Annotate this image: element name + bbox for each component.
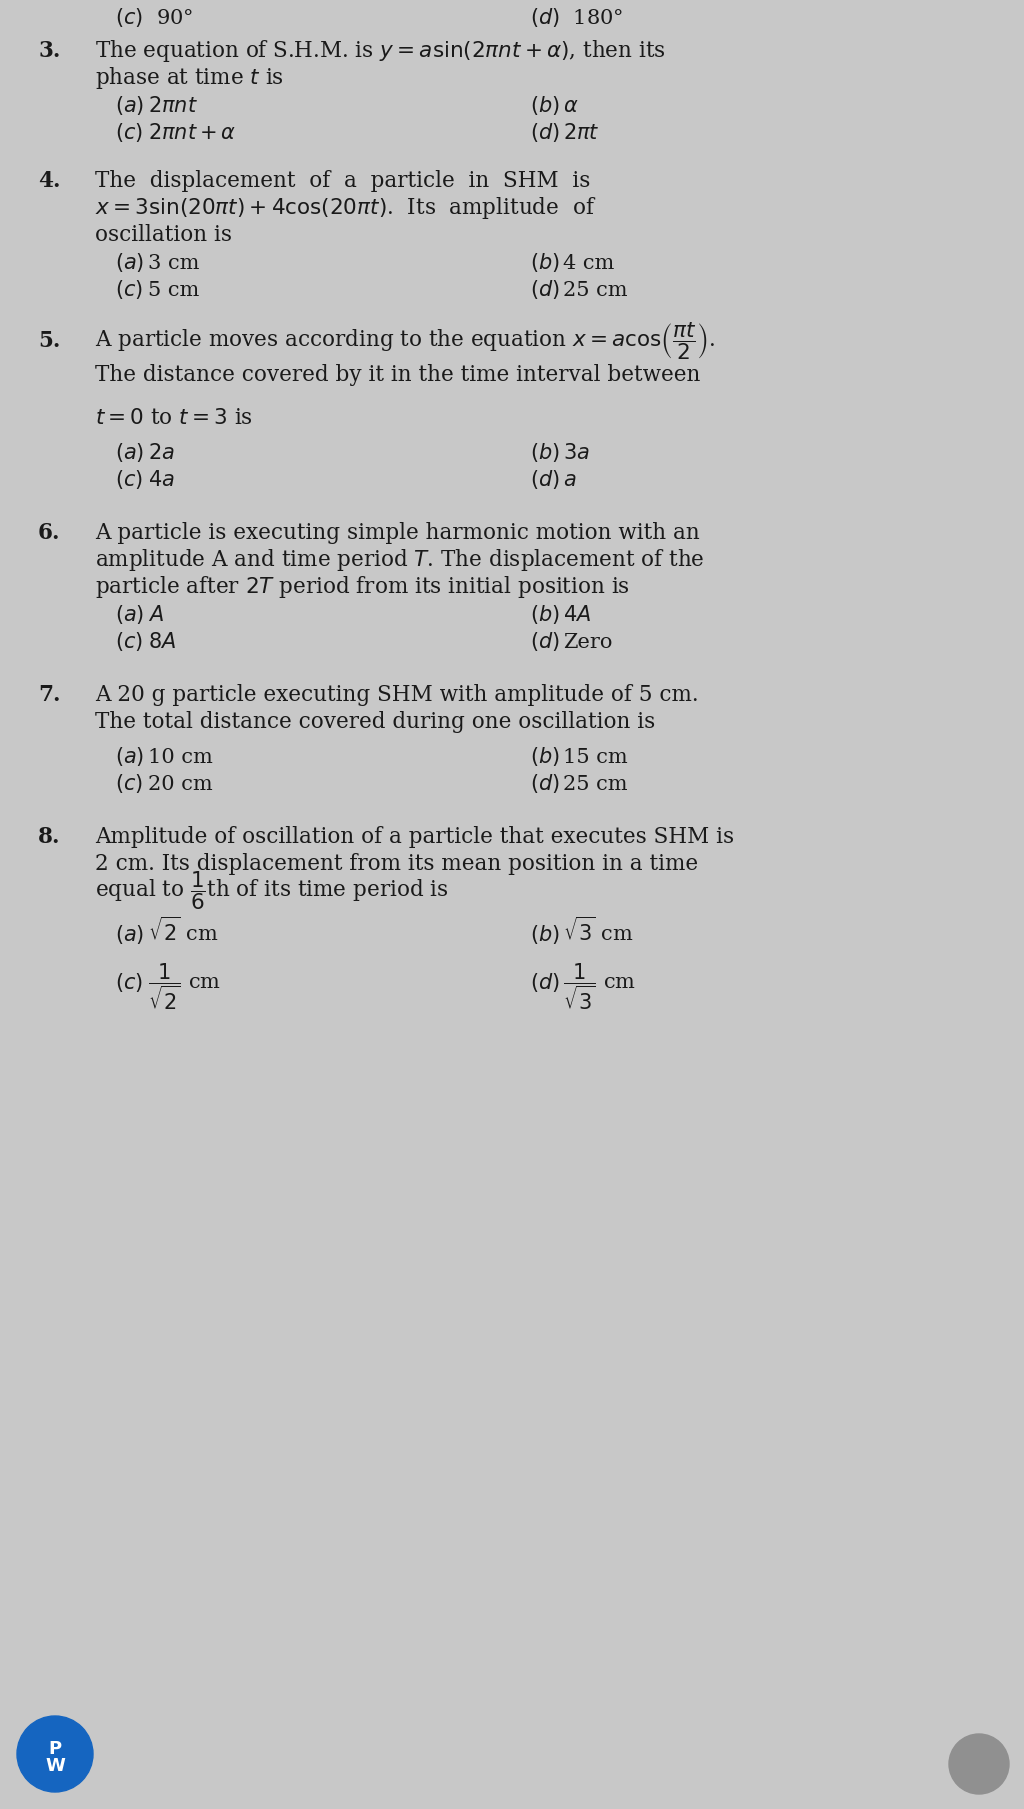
Text: The distance covered by it in the time interval between: The distance covered by it in the time i… [95, 364, 700, 385]
Text: oscillation is: oscillation is [95, 224, 232, 246]
Text: equal to $\dfrac{1}{6}$th of its time period is: equal to $\dfrac{1}{6}$th of its time pe… [95, 870, 449, 912]
Text: $\sqrt{2}$ cm: $\sqrt{2}$ cm [148, 917, 218, 944]
Text: $(d)$  180°: $(d)$ 180° [530, 5, 624, 29]
Text: $4a$: $4a$ [148, 470, 175, 490]
Text: $(a)$: $(a)$ [115, 441, 144, 463]
Text: 5.: 5. [38, 329, 60, 353]
Text: $(b)$: $(b)$ [530, 251, 560, 273]
Text: $2\pi nt + \alpha$: $2\pi nt + \alpha$ [148, 123, 237, 143]
Text: $(b)$: $(b)$ [530, 94, 560, 118]
Text: $(a)$: $(a)$ [115, 602, 144, 626]
Text: $\dfrac{1}{\sqrt{3}}$ cm: $\dfrac{1}{\sqrt{3}}$ cm [563, 961, 636, 1013]
Text: 3 cm: 3 cm [148, 253, 200, 273]
Text: A particle moves according to the equation $x = a\cos\!\left(\dfrac{\pi t}{2}\ri: A particle moves according to the equati… [95, 320, 715, 362]
Text: $3a$: $3a$ [563, 443, 590, 463]
Text: 25 cm: 25 cm [563, 280, 628, 300]
Text: 20 cm: 20 cm [148, 774, 213, 794]
Text: $\alpha$: $\alpha$ [563, 98, 579, 116]
Text: 25 cm: 25 cm [563, 774, 628, 794]
Text: amplitude A and time period $T$. The displacement of the: amplitude A and time period $T$. The dis… [95, 546, 705, 573]
Text: 4 cm: 4 cm [563, 253, 614, 273]
Text: Amplitude of oscillation of a particle that executes SHM is: Amplitude of oscillation of a particle t… [95, 827, 734, 848]
Text: $(b)$: $(b)$ [530, 923, 560, 946]
Text: 15 cm: 15 cm [563, 747, 628, 767]
Text: phase at time $t$ is: phase at time $t$ is [95, 65, 284, 90]
Circle shape [949, 1735, 1009, 1795]
Text: $\sqrt{3}$ cm: $\sqrt{3}$ cm [563, 917, 634, 944]
Text: 7.: 7. [38, 684, 60, 706]
Text: 10 cm: 10 cm [148, 747, 213, 767]
Text: $(d)$: $(d)$ [530, 772, 560, 794]
Text: $(c)$: $(c)$ [115, 279, 143, 300]
Text: $(a)$: $(a)$ [115, 251, 144, 273]
Text: The  displacement  of  a  particle  in  SHM  is: The displacement of a particle in SHM is [95, 170, 591, 192]
Text: P: P [48, 1740, 61, 1758]
Text: 2 cm. Its displacement from its mean position in a time: 2 cm. Its displacement from its mean pos… [95, 854, 698, 876]
Text: particle after $2T$ period from its initial position is: particle after $2T$ period from its init… [95, 573, 630, 601]
Text: $t = 0$ to $t = 3$ is: $t = 0$ to $t = 3$ is [95, 407, 253, 429]
Text: A 20 g particle executing SHM with amplitude of 5 cm.: A 20 g particle executing SHM with ampli… [95, 684, 698, 706]
Text: $a$: $a$ [563, 470, 577, 490]
Text: $(a)$: $(a)$ [115, 923, 144, 946]
Circle shape [17, 1717, 93, 1793]
Text: $(b)$: $(b)$ [530, 441, 560, 463]
Text: 6.: 6. [38, 523, 60, 545]
Text: The equation of S.H.M. is $y = a \sin (2\pi nt + \alpha)$, then its: The equation of S.H.M. is $y = a \sin (2… [95, 38, 666, 63]
Text: The total distance covered during one oscillation is: The total distance covered during one os… [95, 711, 655, 733]
Text: W: W [45, 1757, 65, 1775]
Text: $(b)$: $(b)$ [530, 745, 560, 769]
Text: $8A$: $8A$ [148, 631, 176, 651]
Text: $(d)$: $(d)$ [530, 469, 560, 490]
Text: $(d)$: $(d)$ [530, 971, 560, 993]
Text: $(c)$: $(c)$ [115, 971, 143, 993]
Text: 4.: 4. [38, 170, 60, 192]
Text: $(a)$: $(a)$ [115, 94, 144, 118]
Text: $(c)$  90°: $(c)$ 90° [115, 5, 194, 29]
Text: $(c)$: $(c)$ [115, 772, 143, 794]
Text: 5 cm: 5 cm [148, 280, 200, 300]
Text: $(a)$: $(a)$ [115, 745, 144, 769]
Text: $(c)$: $(c)$ [115, 469, 143, 490]
Text: $x = 3\sin(20\pi t)+4\cos(20\pi t)$.  Its  amplitude  of: $x = 3\sin(20\pi t)+4\cos(20\pi t)$. Its… [95, 195, 596, 221]
Text: $(d)$: $(d)$ [530, 279, 560, 300]
Text: $(c)$: $(c)$ [115, 121, 143, 145]
Text: $\dfrac{1}{\sqrt{2}}$ cm: $\dfrac{1}{\sqrt{2}}$ cm [148, 961, 221, 1013]
Text: A particle is executing simple harmonic motion with an: A particle is executing simple harmonic … [95, 523, 699, 545]
Text: $(c)$: $(c)$ [115, 630, 143, 653]
Text: $(b)$: $(b)$ [530, 602, 560, 626]
Text: $4A$: $4A$ [563, 604, 591, 624]
Text: 8.: 8. [38, 827, 60, 848]
Text: $2a$: $2a$ [148, 443, 175, 463]
Text: 3.: 3. [38, 40, 60, 62]
Text: $(d)$: $(d)$ [530, 630, 560, 653]
Text: $2\pi nt$: $2\pi nt$ [148, 96, 198, 116]
Text: $2\pi t$: $2\pi t$ [563, 123, 600, 143]
Text: $A$: $A$ [148, 604, 164, 624]
Text: Zero: Zero [563, 633, 612, 651]
Text: $(d)$: $(d)$ [530, 121, 560, 145]
